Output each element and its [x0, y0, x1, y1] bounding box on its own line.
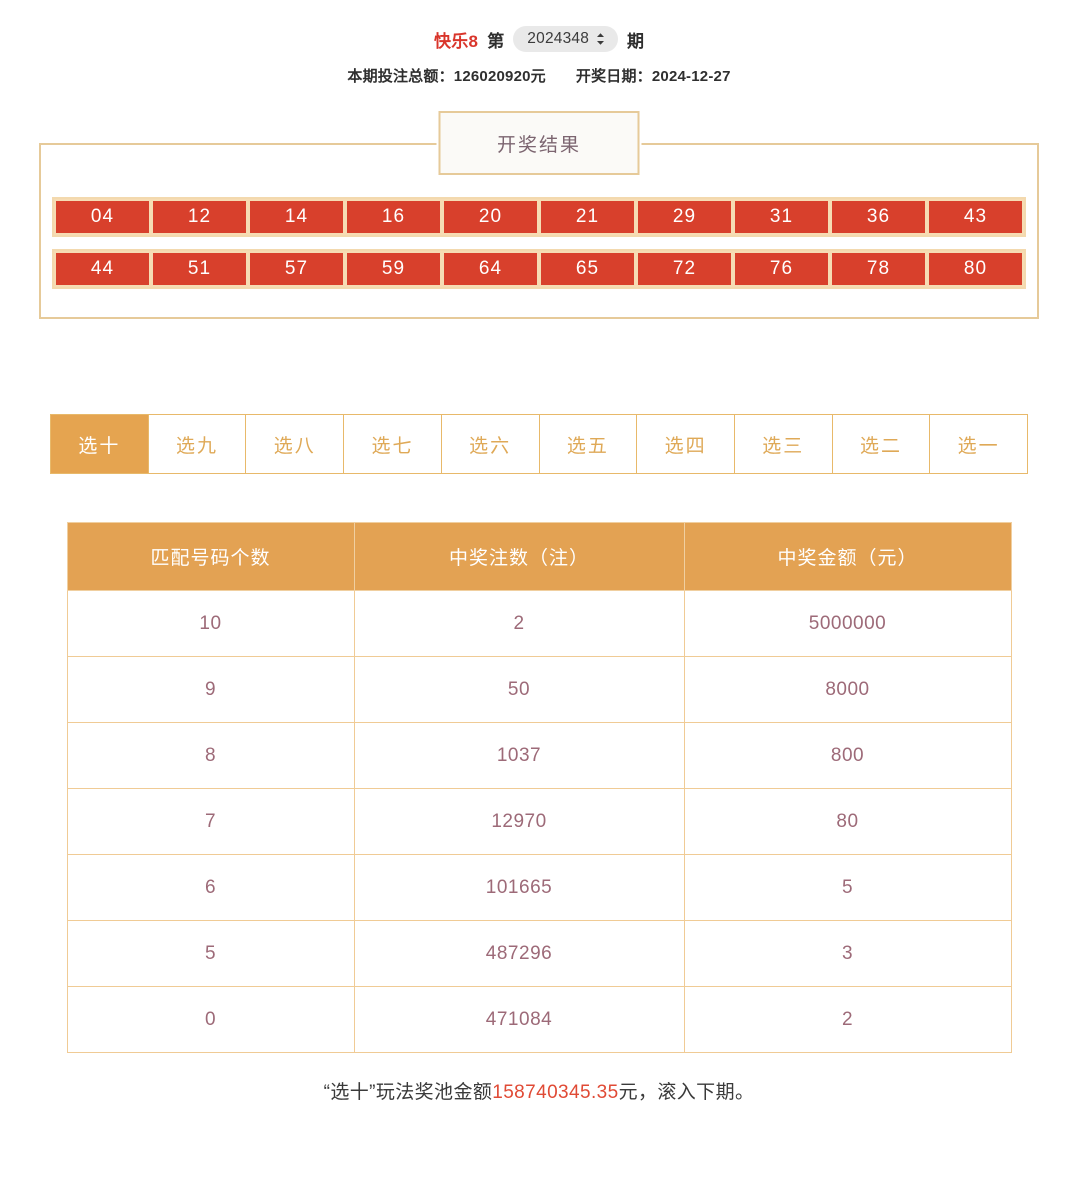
table-row: 9 50 8000 [66, 656, 1012, 723]
draw-result-legend: 开奖结果 [438, 111, 640, 175]
winning-number-ball: 65 [539, 251, 636, 287]
winning-number-ball: 04 [54, 199, 151, 235]
draw-date: 开奖日期：2024-12-27 [576, 65, 731, 86]
period-selector[interactable]: 2024348 [513, 26, 619, 52]
winning-number-ball: 16 [345, 199, 442, 235]
winning-numbers-row-2: 44 51 57 59 64 65 72 76 78 80 [52, 249, 1026, 289]
jackpot-note: “选十”玩法奖池金额158740345.35元，滚入下期。 [0, 1077, 1078, 1104]
table-row: 0 471084 2 [66, 986, 1012, 1053]
tab-pick-ten[interactable]: 选十 [51, 415, 149, 473]
cell-match-count: 7 [66, 788, 355, 855]
tab-pick-2[interactable]: 选二 [832, 415, 931, 473]
winning-number-ball: 44 [54, 251, 151, 287]
period-prefix-label: 第 [487, 31, 505, 51]
winning-number-ball: 20 [442, 199, 539, 235]
column-header-match-count: 匹配号码个数 [66, 522, 355, 591]
tab-pick-7[interactable]: 选七 [344, 415, 442, 473]
period-suffix-label: 期 [627, 31, 645, 51]
winning-number-ball: 12 [151, 199, 248, 235]
prize-table-head: 匹配号码个数 中奖注数（注） 中奖金额（元） [66, 522, 1012, 591]
total-stake-value: 126020920元 [453, 68, 546, 85]
cell-match-count: 5 [66, 920, 355, 987]
cell-prize-amount: 5 [683, 854, 1012, 921]
tab-pick-9[interactable]: 选九 [148, 415, 247, 473]
winning-number-ball: 43 [927, 199, 1024, 235]
draw-result-panel: 开奖结果 04 12 14 16 20 21 29 31 36 43 44 51 57 59 64 65 72… [39, 111, 1039, 319]
draw-date-label: 开奖日期： [575, 68, 652, 85]
game-brand-title: 快乐8 [433, 31, 479, 51]
cell-winning-bets: 487296 [353, 920, 685, 987]
winning-number-ball: 57 [248, 251, 345, 287]
tab-pick-3[interactable]: 选三 [734, 415, 833, 473]
cell-prize-amount: 80 [683, 788, 1012, 855]
cell-winning-bets: 12970 [353, 788, 685, 855]
jackpot-note-suffix: 元，滚入下期。 [618, 1082, 755, 1103]
tab-pick-6[interactable]: 选六 [441, 415, 540, 473]
draw-meta-row: 本期投注总额：126020920元 开奖日期：2024-12-27 [0, 65, 1078, 86]
table-row: 5 487296 3 [66, 920, 1012, 987]
column-header-prize-amount: 中奖金额（元） [683, 522, 1012, 591]
page-header: 快乐8 第 2024348 期 本期投注总额：126020920元 开奖日期：2… [0, 0, 1078, 86]
winning-number-ball: 31 [733, 199, 830, 235]
tab-pick-1[interactable]: 选一 [930, 415, 1028, 473]
winning-number-ball: 76 [733, 251, 830, 287]
tab-pick-8[interactable]: 选八 [246, 415, 345, 473]
winning-number-ball: 29 [636, 199, 733, 235]
winning-number-ball: 64 [442, 251, 539, 287]
winning-numbers-row-1: 04 12 14 16 20 21 29 31 36 43 [52, 197, 1026, 237]
cell-prize-amount: 2 [683, 986, 1012, 1053]
draw-result-legend-label: 开奖结果 [496, 134, 581, 156]
cell-match-count: 0 [66, 986, 355, 1053]
cell-prize-amount: 3 [683, 920, 1012, 987]
cell-winning-bets: 1037 [353, 722, 685, 789]
winning-number-ball: 36 [830, 199, 927, 235]
total-stake: 本期投注总额：126020920元 [347, 65, 546, 86]
tab-pick-5[interactable]: 选五 [539, 415, 638, 473]
cell-match-count: 6 [66, 854, 355, 921]
table-row: 8 1037 800 [66, 722, 1012, 789]
cell-prize-amount: 8000 [683, 656, 1012, 723]
winning-number-ball: 80 [927, 251, 1024, 287]
chevron-up-down-icon [595, 32, 606, 46]
winning-number-ball: 59 [345, 251, 442, 287]
cell-winning-bets: 50 [353, 656, 685, 723]
winning-number-ball: 21 [539, 199, 636, 235]
cell-match-count: 9 [66, 656, 355, 723]
cell-match-count: 10 [66, 590, 355, 657]
prize-table-header-row: 匹配号码个数 中奖注数（注） 中奖金额（元） [66, 522, 1012, 591]
table-row: 6 101665 5 [66, 854, 1012, 921]
table-row: 10 2 5000000 [66, 590, 1012, 657]
prize-table-body: 10 2 5000000 9 50 8000 8 1037 800 7 12970 80 6 101665… [66, 590, 1012, 1053]
jackpot-amount: 158740345.35 [492, 1082, 619, 1103]
winning-number-ball: 14 [248, 199, 345, 235]
cell-prize-amount: 800 [683, 722, 1012, 789]
cell-match-count: 8 [66, 722, 355, 789]
cell-winning-bets: 2 [353, 590, 685, 657]
play-type-tabs: 选十 选九 选八 选七 选六 选五 选四 选三 选二 选一 [50, 414, 1028, 474]
jackpot-note-prefix: “选十”玩法奖池金额 [323, 1082, 493, 1103]
winning-number-ball: 78 [830, 251, 927, 287]
table-row: 7 12970 80 [66, 788, 1012, 855]
prize-table: 匹配号码个数 中奖注数（注） 中奖金额（元） 10 2 5000000 9 50 8000… [66, 522, 1012, 1053]
winning-number-ball: 72 [636, 251, 733, 287]
draw-date-value: 2024-12-27 [651, 68, 731, 85]
tab-pick-4[interactable]: 选四 [637, 415, 735, 473]
cell-winning-bets: 471084 [353, 986, 685, 1053]
cell-prize-amount: 5000000 [683, 590, 1012, 657]
cell-winning-bets: 101665 [353, 854, 685, 921]
title-row: 快乐8 第 2024348 期 [0, 24, 1078, 54]
winning-number-ball: 51 [151, 251, 248, 287]
total-stake-label: 本期投注总额： [347, 68, 454, 85]
column-header-winning-bets: 中奖注数（注） [353, 522, 685, 591]
period-value: 2024348 [527, 29, 590, 47]
